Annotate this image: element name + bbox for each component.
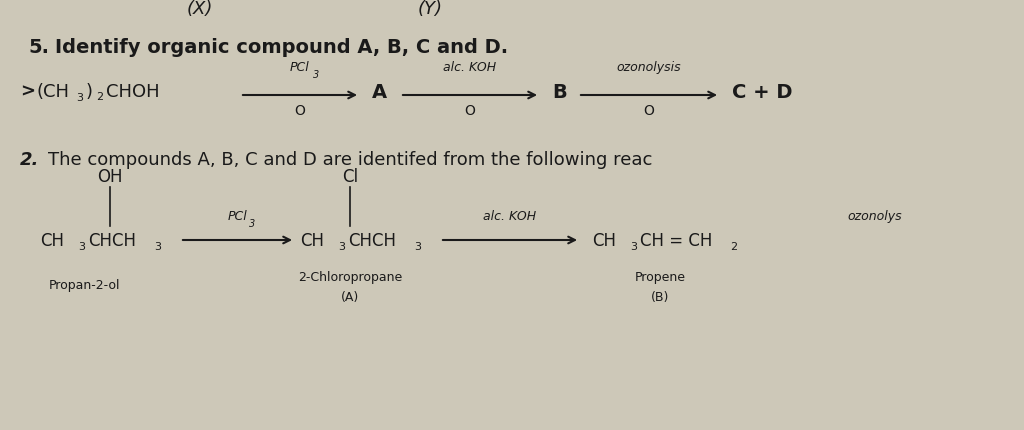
Text: 3: 3	[249, 218, 255, 228]
Text: 2: 2	[96, 92, 103, 102]
Text: Propan-2-ol: Propan-2-ol	[49, 278, 121, 291]
Text: 3: 3	[630, 241, 637, 252]
Text: CH: CH	[40, 231, 63, 249]
Text: O: O	[295, 104, 305, 118]
Text: 3: 3	[154, 241, 161, 252]
Text: CH = CH: CH = CH	[640, 231, 713, 249]
Text: CH: CH	[300, 231, 324, 249]
Text: 3: 3	[78, 241, 85, 252]
Text: The compounds A, B, C and D are identifed from the following reac: The compounds A, B, C and D are identife…	[48, 150, 652, 169]
Text: Identify organic compound A, B, C and D.: Identify organic compound A, B, C and D.	[55, 38, 508, 57]
Text: O: O	[465, 104, 475, 118]
Text: alc. KOH: alc. KOH	[443, 61, 497, 74]
Text: (Y): (Y)	[418, 0, 442, 18]
Text: >: >	[20, 83, 35, 101]
Text: 2: 2	[730, 241, 737, 252]
Text: C + D: C + D	[732, 82, 793, 101]
Text: (B): (B)	[651, 290, 670, 303]
Text: Cl: Cl	[342, 168, 358, 186]
Text: PCl: PCl	[290, 61, 310, 74]
Text: 5.: 5.	[28, 38, 49, 57]
Text: (CH: (CH	[36, 83, 69, 101]
Text: 3: 3	[313, 70, 319, 80]
Text: CHOH: CHOH	[106, 83, 160, 101]
Text: 3: 3	[76, 93, 83, 103]
Text: alc. KOH: alc. KOH	[483, 209, 537, 222]
Text: Propene: Propene	[635, 270, 685, 283]
Text: (X): (X)	[186, 0, 213, 18]
Text: CHCH: CHCH	[348, 231, 396, 249]
Text: ozonolysis: ozonolysis	[616, 61, 681, 74]
Text: PCl: PCl	[227, 209, 248, 222]
Text: OH: OH	[97, 168, 123, 186]
Text: ): )	[86, 83, 93, 101]
Text: O: O	[643, 104, 654, 118]
Text: CH: CH	[592, 231, 616, 249]
Text: 3: 3	[414, 241, 421, 252]
Text: 2-Chloropropane: 2-Chloropropane	[298, 270, 402, 283]
Text: B: B	[552, 82, 566, 101]
Text: CHCH: CHCH	[88, 231, 136, 249]
Text: 3: 3	[338, 241, 345, 252]
Text: (A): (A)	[341, 290, 359, 303]
Text: 2.: 2.	[20, 150, 39, 169]
Text: ozonolys: ozonolys	[848, 209, 902, 222]
Text: A: A	[372, 82, 387, 101]
